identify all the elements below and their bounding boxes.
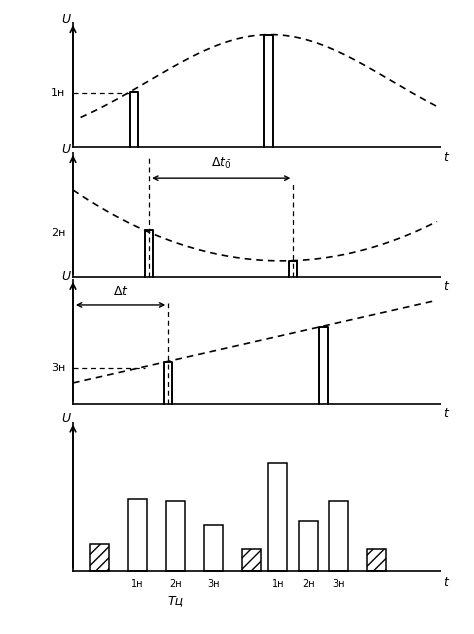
Bar bbox=[90, 545, 109, 571]
Bar bbox=[242, 549, 261, 571]
Bar bbox=[329, 501, 348, 571]
Bar bbox=[204, 526, 223, 571]
Text: 3н: 3н bbox=[51, 363, 65, 373]
Bar bbox=[166, 501, 185, 571]
Bar bbox=[367, 549, 386, 571]
Text: t: t bbox=[443, 280, 447, 294]
Text: 1н: 1н bbox=[51, 87, 65, 98]
Text: U: U bbox=[61, 412, 70, 425]
Text: 1н: 1н bbox=[131, 579, 144, 589]
Text: $\Delta t$: $\Delta t$ bbox=[113, 285, 128, 298]
Text: t: t bbox=[443, 407, 447, 420]
Text: U: U bbox=[61, 269, 70, 283]
Text: 3н: 3н bbox=[207, 579, 219, 589]
Text: 2н: 2н bbox=[51, 228, 65, 238]
Text: t: t bbox=[443, 151, 447, 164]
Bar bbox=[299, 521, 318, 571]
Text: 2н: 2н bbox=[302, 579, 314, 589]
Text: U: U bbox=[61, 143, 70, 156]
Text: $\Delta t_{\bar{0}}$: $\Delta t_{\bar{0}}$ bbox=[211, 156, 231, 171]
Text: 2н: 2н bbox=[169, 579, 182, 589]
Text: Tц: Tц bbox=[167, 595, 183, 607]
Bar bbox=[128, 499, 147, 571]
Text: t: t bbox=[443, 576, 447, 588]
Text: 1н: 1н bbox=[272, 579, 284, 589]
Bar bbox=[268, 463, 287, 571]
Text: U: U bbox=[61, 13, 70, 26]
Text: 3н: 3н bbox=[332, 579, 345, 589]
